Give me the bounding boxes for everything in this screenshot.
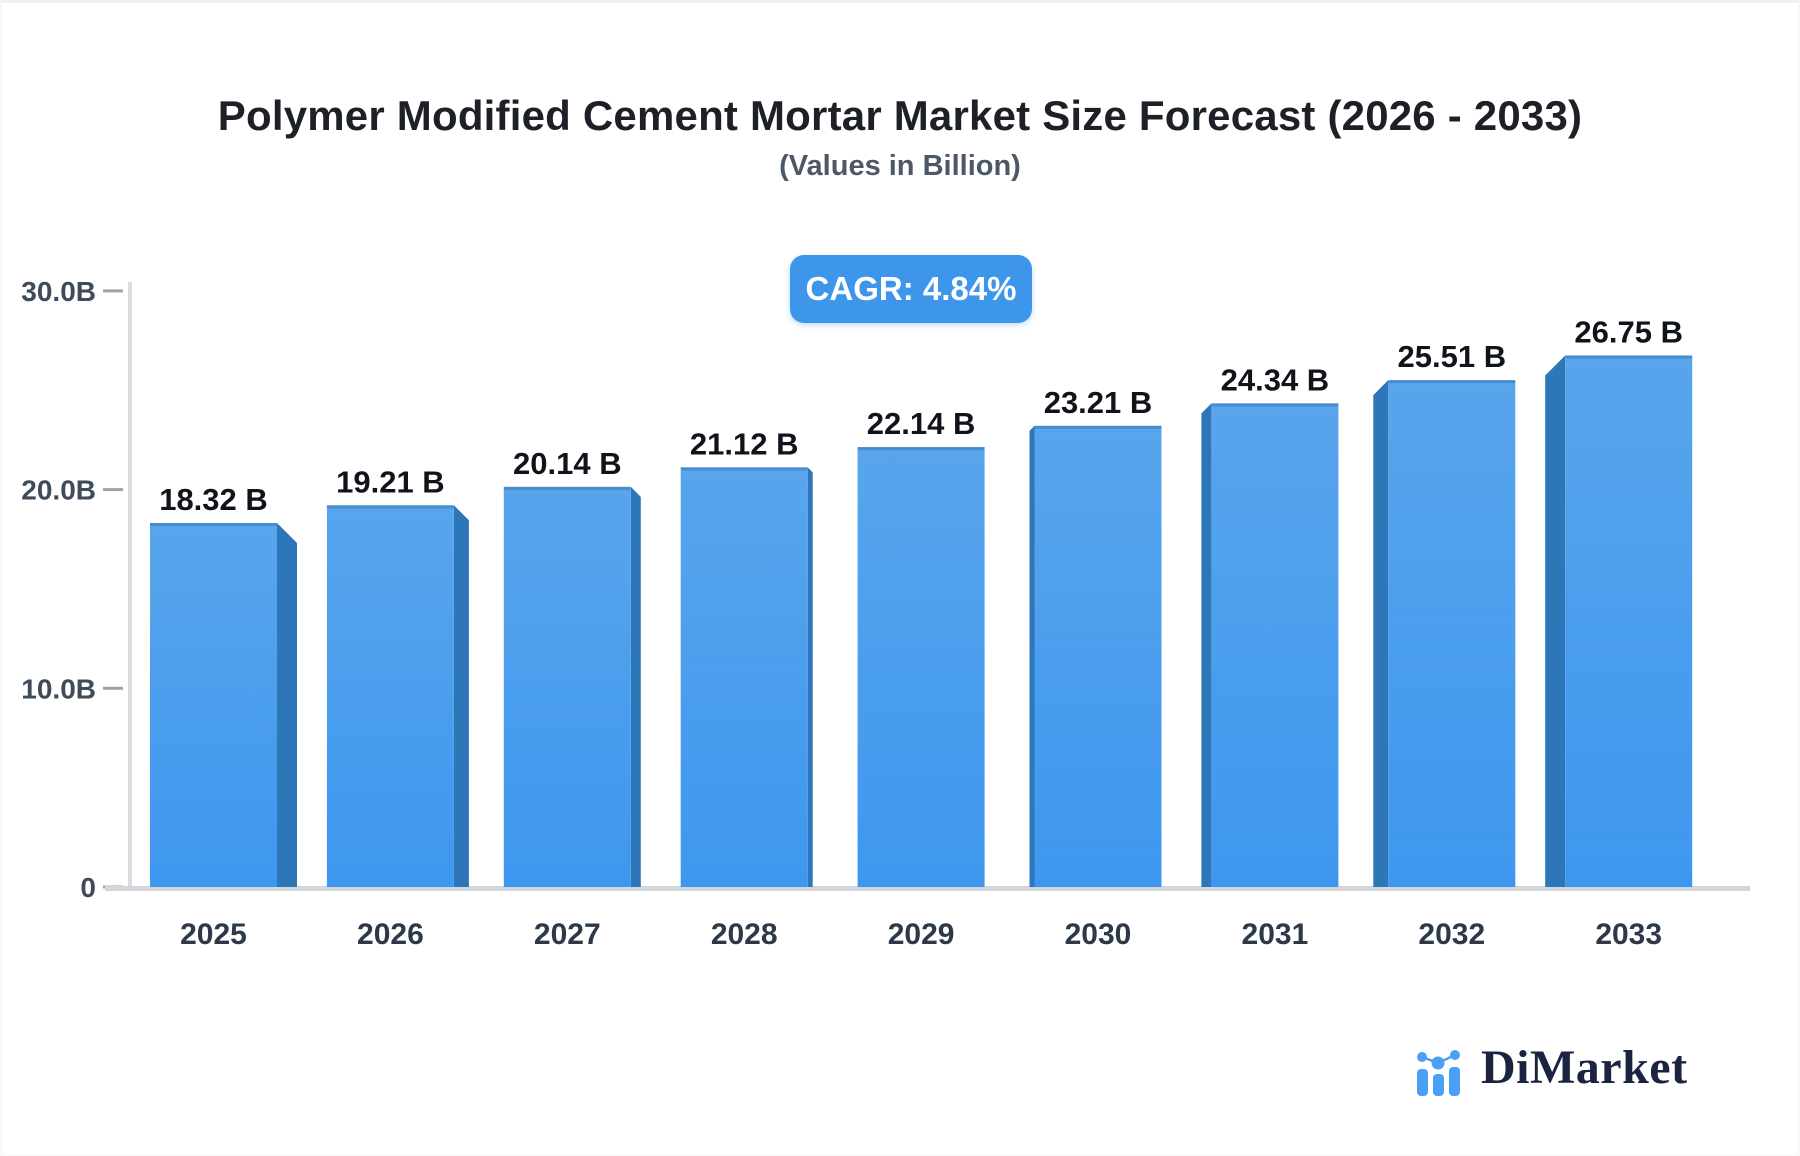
bar-value-label: 22.14 B bbox=[867, 406, 976, 441]
bar-side-face bbox=[1201, 403, 1212, 887]
y-tick-mark bbox=[103, 686, 123, 690]
x-tick-label: 2027 bbox=[534, 918, 601, 951]
x-tick-label: 2028 bbox=[711, 918, 778, 951]
bar-value-label: 24.34 B bbox=[1221, 362, 1330, 397]
bar-top-edge bbox=[1211, 403, 1339, 407]
bar bbox=[1388, 380, 1516, 887]
bar bbox=[503, 486, 631, 887]
bar-top-edge bbox=[1034, 425, 1162, 429]
bar-side-face bbox=[1373, 380, 1389, 887]
brand-logo-text: DiMarket bbox=[1481, 1041, 1688, 1094]
bar-side-face bbox=[1029, 425, 1035, 887]
bar bbox=[326, 505, 454, 887]
y-tick-label: 20.0B bbox=[21, 475, 96, 506]
bar bbox=[1565, 355, 1693, 887]
x-tick-label: 2030 bbox=[1065, 918, 1132, 951]
bar bbox=[680, 467, 808, 887]
y-tick-mark bbox=[103, 289, 123, 293]
bar bbox=[1211, 403, 1339, 887]
bar bbox=[150, 522, 277, 887]
y-tick-mark bbox=[103, 488, 123, 492]
bar-side-face bbox=[1545, 355, 1566, 887]
x-tick-label: 2026 bbox=[357, 918, 424, 951]
bar-value-label: 18.32 B bbox=[159, 482, 268, 517]
bar bbox=[1034, 425, 1162, 887]
x-tick-label: 2029 bbox=[888, 918, 955, 951]
bar-side-face bbox=[630, 486, 641, 887]
bar-value-label: 26.75 B bbox=[1574, 314, 1683, 349]
bar-value-label: 25.51 B bbox=[1398, 339, 1507, 374]
brand-logo: DiMarket bbox=[1413, 1032, 1688, 1096]
bar-value-label: 23.21 B bbox=[1044, 385, 1153, 420]
x-tick-label: 2032 bbox=[1418, 918, 1485, 951]
bar bbox=[857, 447, 985, 887]
bar-top-edge bbox=[503, 486, 631, 490]
x-axis-line bbox=[105, 886, 1750, 891]
bar-top-edge bbox=[150, 522, 277, 526]
bar-top-edge bbox=[680, 467, 808, 471]
bar-side-face bbox=[453, 505, 469, 887]
bar-chart-sparkline-logo-icon bbox=[1417, 1050, 1460, 1096]
bar-value-label: 19.21 B bbox=[336, 464, 445, 499]
y-tick-label: 10.0B bbox=[21, 673, 96, 704]
bar-side-face bbox=[807, 467, 813, 887]
y-tick-label: 0 bbox=[80, 872, 96, 903]
y-tick-label: 30.0B bbox=[21, 276, 96, 307]
x-tick-label: 2025 bbox=[180, 918, 247, 951]
bar-top-edge bbox=[857, 447, 985, 451]
bar-value-label: 20.14 B bbox=[513, 446, 622, 481]
y-axis-line bbox=[128, 282, 132, 887]
bar-top-edge bbox=[326, 505, 454, 509]
bar-side-face bbox=[277, 522, 297, 887]
bar-top-edge bbox=[1565, 355, 1693, 359]
bar-value-label: 21.12 B bbox=[690, 426, 799, 461]
x-tick-label: 2033 bbox=[1595, 918, 1662, 951]
bar-top-edge bbox=[1388, 380, 1516, 384]
chart-title: Polymer Modified Cement Mortar Market Si… bbox=[217, 92, 1583, 139]
x-tick-label: 2031 bbox=[1242, 918, 1309, 951]
cagr-badge-label: CAGR: 4.84% bbox=[805, 270, 1017, 307]
cagr-badge: CAGR: 4.84% bbox=[790, 255, 1032, 323]
chart-subtitle: (Values in Billion) bbox=[779, 150, 1021, 182]
